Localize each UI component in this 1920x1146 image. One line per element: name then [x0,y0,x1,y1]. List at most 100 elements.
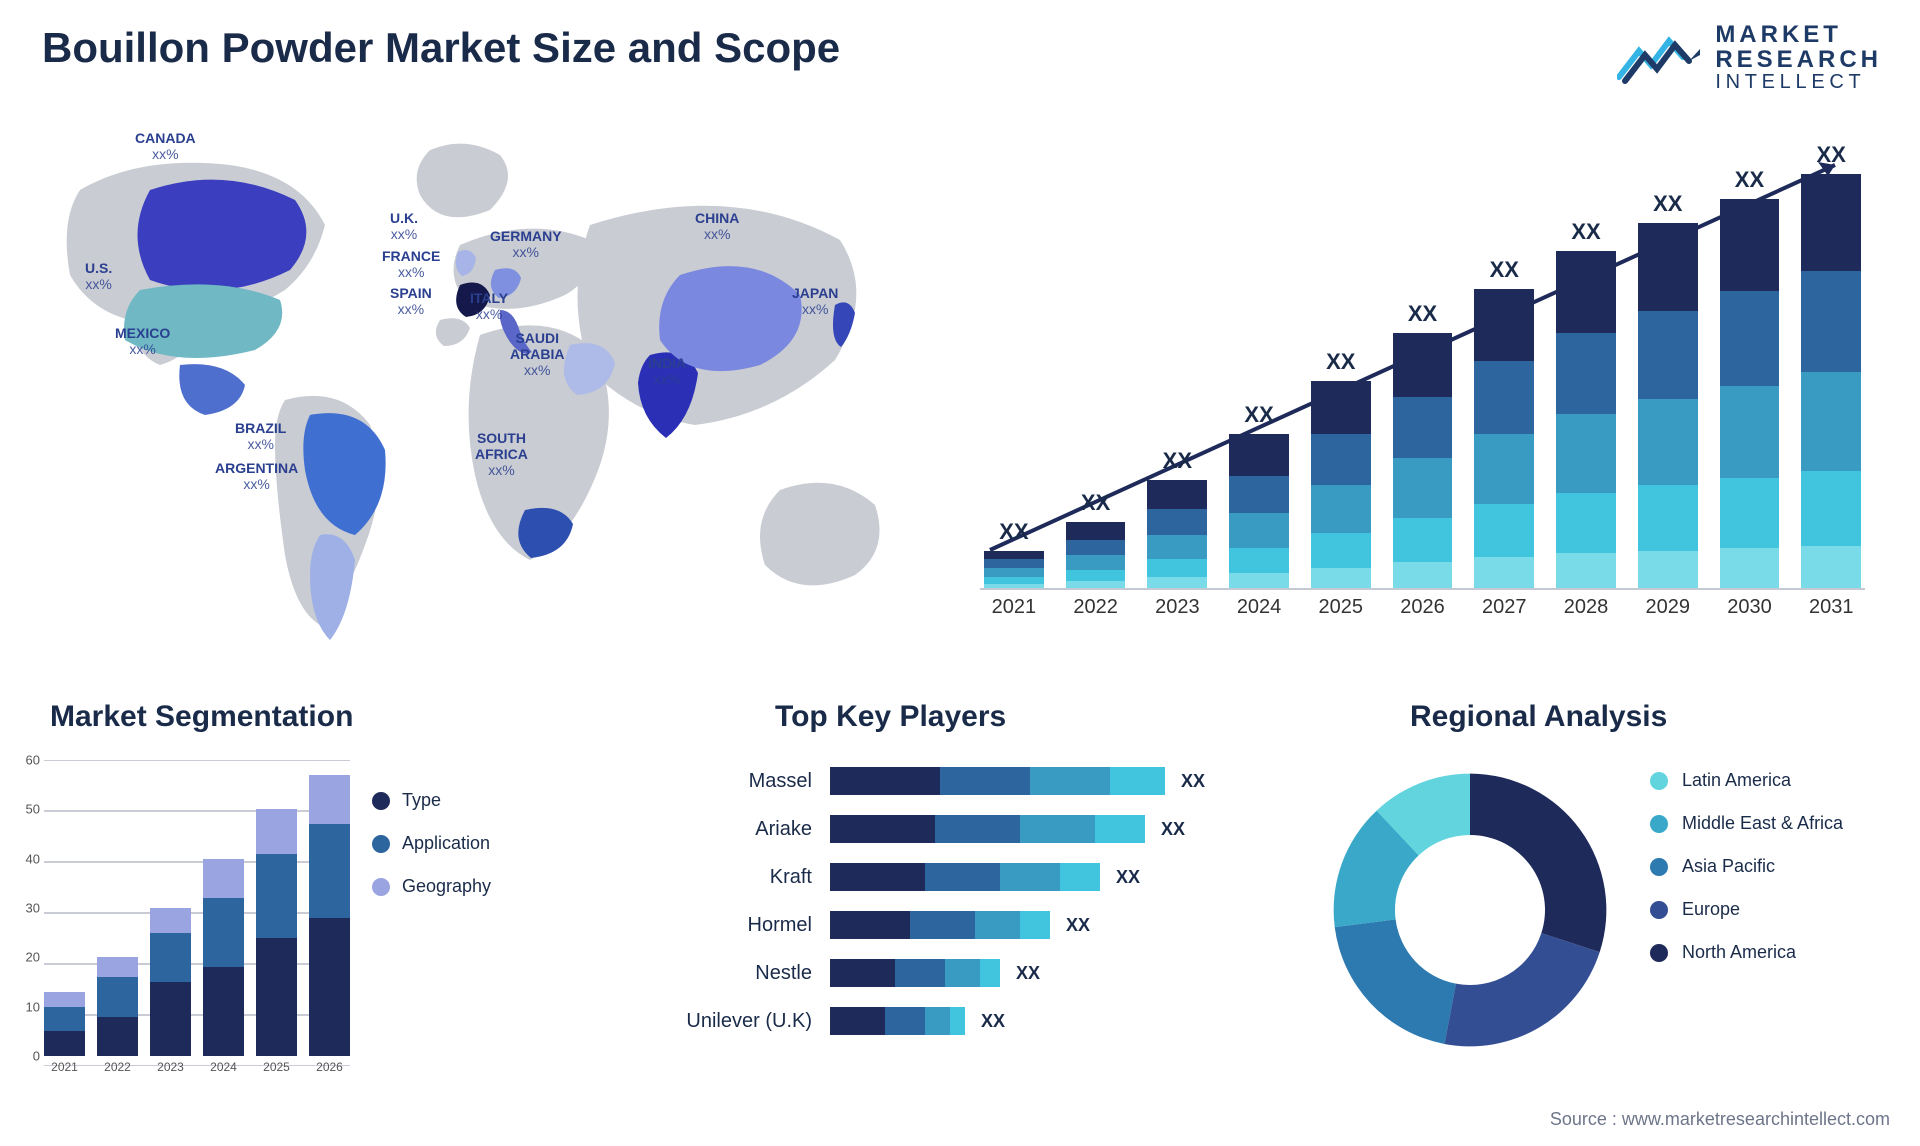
x-tick: 2021 [984,590,1044,625]
legend-item: Asia Pacific [1650,856,1843,877]
seg-bar [256,809,297,1056]
y-tick: 60 [10,753,40,768]
map-label: ARGENTINAxx% [215,460,298,492]
donut-slice [1444,933,1599,1046]
player-value: XX [1116,867,1140,888]
legend-item: Application [372,833,491,854]
bar-value-label: XX [1408,301,1437,327]
x-tick: 2022 [1066,590,1126,625]
map-label: SPAINxx% [390,285,432,317]
seg-bar [44,992,85,1056]
map-label: SAUDIARABIAxx% [510,330,564,378]
y-tick: 50 [10,802,40,817]
x-tick: 2021 [44,1056,85,1080]
legend-item: Latin America [1650,770,1843,791]
legend-item: Geography [372,876,491,897]
trend-bar: XX [1311,349,1371,588]
regional-legend: Latin America Middle East & Africa Asia Pa… [1650,770,1843,985]
x-tick: 2025 [1311,590,1371,625]
seg-bar [203,859,244,1056]
y-tick: 10 [10,999,40,1014]
player-label: Kraft [630,866,830,889]
player-value: XX [981,1011,1005,1032]
market-trend-chart: XXXXXXXXXXXXXXXXXXXXXX 20212022202320242… [980,150,1865,625]
source-text: Source : www.marketresearchintellect.com [1550,1109,1890,1130]
donut-slice [1335,919,1456,1044]
key-player-row: Massel XX [630,765,1270,797]
x-tick: 2024 [203,1056,244,1080]
key-player-row: Nestle XX [630,957,1270,989]
map-label: FRANCExx% [382,248,440,280]
logo-icon [1617,27,1701,89]
legend-item: Middle East & Africa [1650,813,1843,834]
x-tick: 2029 [1638,590,1698,625]
map-label: U.K.xx% [390,210,418,242]
x-tick: 2024 [1229,590,1289,625]
key-player-row: AriakeXX [630,813,1270,845]
map-label: JAPANxx% [792,285,838,317]
bar-value-label: XX [999,519,1028,545]
segmentation-title: Market Segmentation [50,700,353,734]
key-players-chart: MasselXXAriakeXXKraftXXHormelXXNestleXXU… [630,765,1270,1053]
map-label: GERMANYxx% [490,228,562,260]
trend-bar: XX [1720,167,1780,588]
trend-bar: XX [1147,448,1207,588]
regional-title: Regional Analysis [1410,700,1667,734]
y-tick: 40 [10,851,40,866]
world-map: CANADAxx%U.S.xx%MEXICOxx%BRAZILxx%ARGENT… [40,130,920,660]
y-tick: 0 [10,1049,40,1064]
trend-bar: XX [1393,301,1453,588]
map-label: ITALYxx% [470,290,508,322]
player-label: Massel [630,770,830,793]
bar-value-label: XX [1735,167,1764,193]
x-tick: 2026 [1393,590,1453,625]
player-label: Nestle [630,962,830,985]
x-tick: 2022 [97,1056,138,1080]
x-tick: 2023 [150,1056,191,1080]
bar-value-label: XX [1653,191,1682,217]
page-title: Bouillon Powder Market Size and Scope [42,24,840,72]
trend-bar: XX [1474,257,1534,588]
bar-value-label: XX [1244,402,1273,428]
x-tick: 2025 [256,1056,297,1080]
legend-item: Type [372,790,491,811]
logo-line-1: MARKET [1715,22,1882,47]
player-value: XX [1066,915,1090,936]
key-player-row: Kraft XX [630,861,1270,893]
trend-bar: XX [1638,191,1698,588]
trend-bar: XX [1556,219,1616,588]
seg-bar [150,908,191,1056]
key-players-title: Top Key Players [775,700,1006,734]
logo-line-2: RESEARCH [1715,47,1882,72]
segmentation-legend: Type Application Geography [372,790,491,919]
key-player-row: Hormel XX [630,909,1270,941]
trend-bar: XX [984,519,1044,588]
x-tick: 2030 [1720,590,1780,625]
legend-item: North America [1650,942,1843,963]
bar-value-label: XX [1571,219,1600,245]
map-label: MEXICOxx% [115,325,170,357]
player-value: XX [1181,771,1205,792]
x-tick: 2031 [1801,590,1861,625]
key-player-row: Unilever (U.K) XX [630,1005,1270,1037]
player-value: XX [1161,819,1185,840]
player-label: Hormel [630,914,830,937]
y-tick: 20 [10,950,40,965]
regional-donut [1320,760,1620,1060]
x-tick: 2023 [1147,590,1207,625]
map-label: CANADAxx% [135,130,196,162]
logo-line-3: INTELLECT [1715,72,1882,93]
seg-bar [97,957,138,1056]
map-label: INDIAxx% [648,355,686,387]
bar-value-label: XX [1326,349,1355,375]
player-value: XX [1016,963,1040,984]
bar-value-label: XX [1490,257,1519,283]
donut-slice [1470,774,1606,953]
bar-value-label: XX [1081,490,1110,516]
bar-value-label: XX [1817,142,1846,168]
bar-value-label: XX [1163,448,1192,474]
player-label: Unilever (U.K) [630,1010,830,1033]
map-label: SOUTHAFRICAxx% [475,430,528,478]
map-label: CHINAxx% [695,210,739,242]
legend-item: Europe [1650,899,1843,920]
